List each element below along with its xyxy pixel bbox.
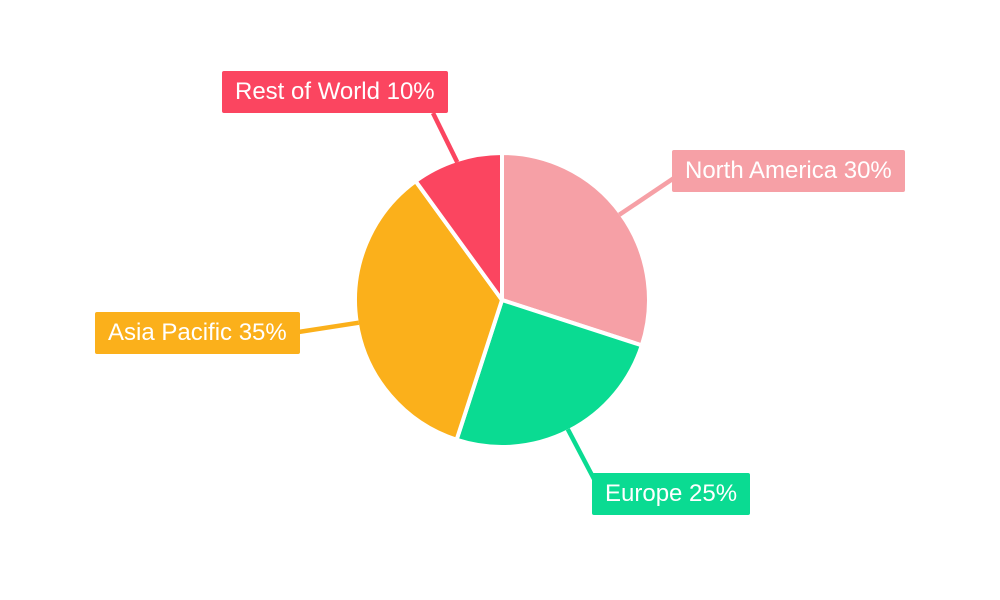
leader-line-asia-pacific (291, 320, 360, 336)
leader-lines-group (291, 112, 676, 481)
leader-line-europe (565, 428, 596, 481)
leader-line-rest-of-world (430, 112, 460, 164)
leader-line-north-america (618, 176, 676, 217)
pie-label-north-america: North America 30% (672, 150, 905, 192)
pie-label-europe: Europe 25% (592, 473, 751, 515)
pie-label-asia-pacific: Asia Pacific 35% (95, 312, 300, 354)
pie-label-rest-of-world: Rest of World 10% (222, 71, 448, 113)
pie-slices-group (353, 151, 651, 449)
